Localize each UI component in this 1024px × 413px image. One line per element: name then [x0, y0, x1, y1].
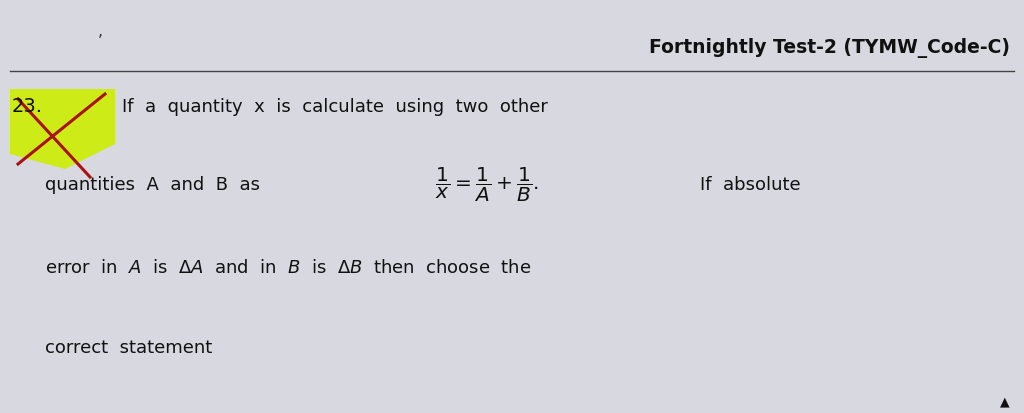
Text: error  in  $A$  is  $\Delta A$  and  in  $B$  is  $\Delta B$  then  choose  the: error in $A$ is $\Delta A$ and in $B$ is… [45, 259, 531, 276]
Polygon shape [10, 90, 115, 170]
Text: Fortnightly Test-2 (TYMW_Code-C): Fortnightly Test-2 (TYMW_Code-C) [649, 38, 1010, 58]
Text: If  a  quantity  x  is  calculate  using  two  other: If a quantity x is calculate using two o… [122, 98, 548, 116]
Text: 23.: 23. [12, 97, 43, 116]
Text: If  absolute: If absolute [700, 176, 801, 194]
Text: correct  statement: correct statement [45, 338, 212, 356]
Text: $\dfrac{1}{x} = \dfrac{1}{A} + \dfrac{1}{B}.$: $\dfrac{1}{x} = \dfrac{1}{A} + \dfrac{1}… [435, 166, 539, 204]
Text: ▲: ▲ [1000, 394, 1010, 408]
Text: quantities  A  and  B  as: quantities A and B as [45, 176, 260, 194]
Text: ’: ’ [97, 34, 102, 50]
